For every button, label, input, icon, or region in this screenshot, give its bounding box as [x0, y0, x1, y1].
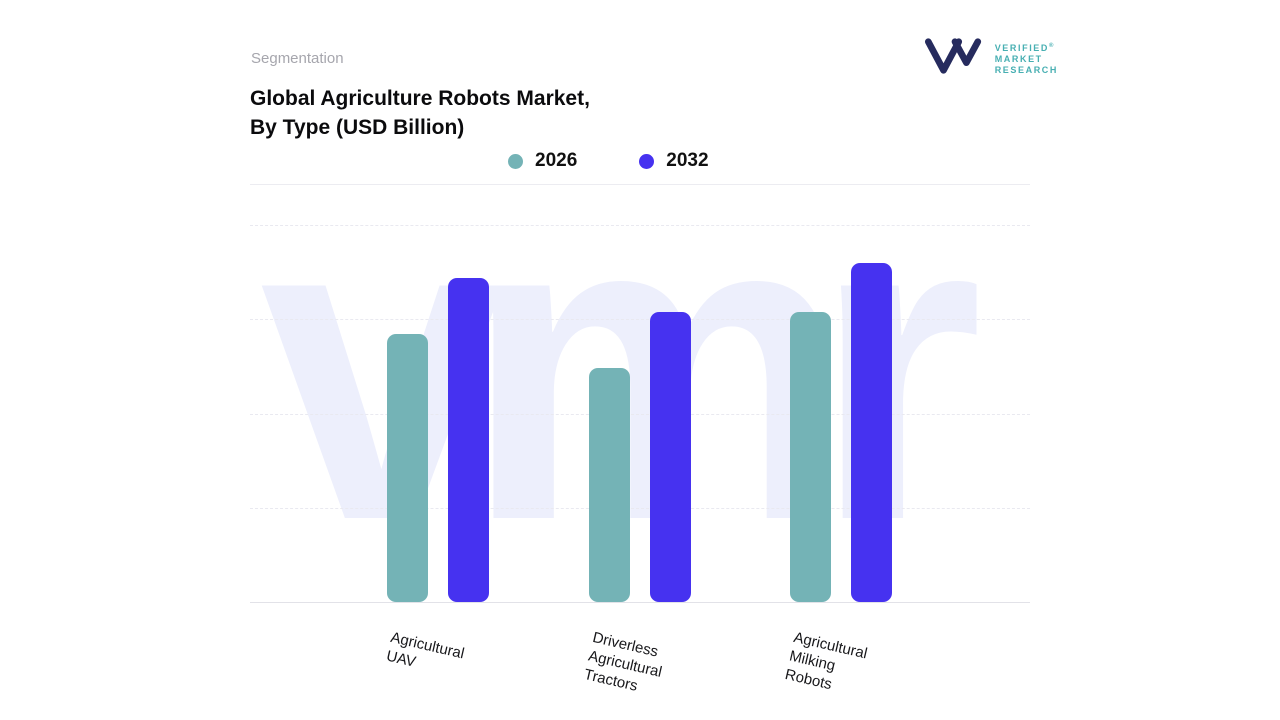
bar-2026[interactable] — [789, 311, 831, 602]
category-label: Agricultural Milking Robots — [783, 628, 869, 694]
legend-item-2032[interactable]: 2032 — [639, 150, 709, 172]
chart-title-line2: By Type (USD Billion) — [250, 116, 465, 139]
chart-title: Global Agriculture Robots Market, By Typ… — [250, 84, 590, 142]
bar-2026[interactable] — [387, 334, 429, 602]
gridline — [250, 413, 1030, 415]
legend-label-2026: 2026 — [535, 150, 578, 171]
legend-dot-2032 — [639, 153, 655, 169]
bar-group: Agricultural Milking Robots — [783, 225, 892, 693]
legend-dot-2026 — [508, 153, 523, 169]
registered-mark: ® — [1049, 43, 1056, 49]
gridline — [250, 225, 1030, 226]
gridline — [250, 507, 1030, 509]
legend-item-2026[interactable]: 2026 — [508, 150, 577, 172]
header-divider — [250, 184, 1030, 185]
bar-group: Driverless Agricultural Tractors — [583, 225, 692, 695]
chart-title-line1: Global Agriculture Robots Market, — [250, 87, 590, 110]
bar-2026[interactable] — [589, 368, 631, 602]
bar-2032[interactable] — [448, 277, 490, 602]
section-label: Segmentation — [251, 50, 344, 67]
plot-area: vmr Agricultural UAV Driverless Agricultu… — [250, 225, 1030, 695]
gridline — [250, 319, 1030, 321]
chart-legend: 2026 2032 — [508, 150, 709, 172]
bar-group: Agricultural UAV — [385, 225, 490, 671]
bar-2032[interactable] — [850, 262, 892, 602]
vmr-monogram-icon — [923, 36, 985, 81]
legend-label-2032: 2032 — [666, 150, 709, 171]
vmr-logo-text: VERIFIED® MARKET RESEARCH — [994, 43, 1058, 75]
category-label: Driverless Agricultural Tractors — [582, 628, 664, 695]
bar-2032[interactable] — [650, 311, 692, 602]
vmr-logo: VERIFIED® MARKET RESEARCH — [923, 36, 1058, 81]
category-label: Agricultural UAV — [384, 628, 467, 671]
